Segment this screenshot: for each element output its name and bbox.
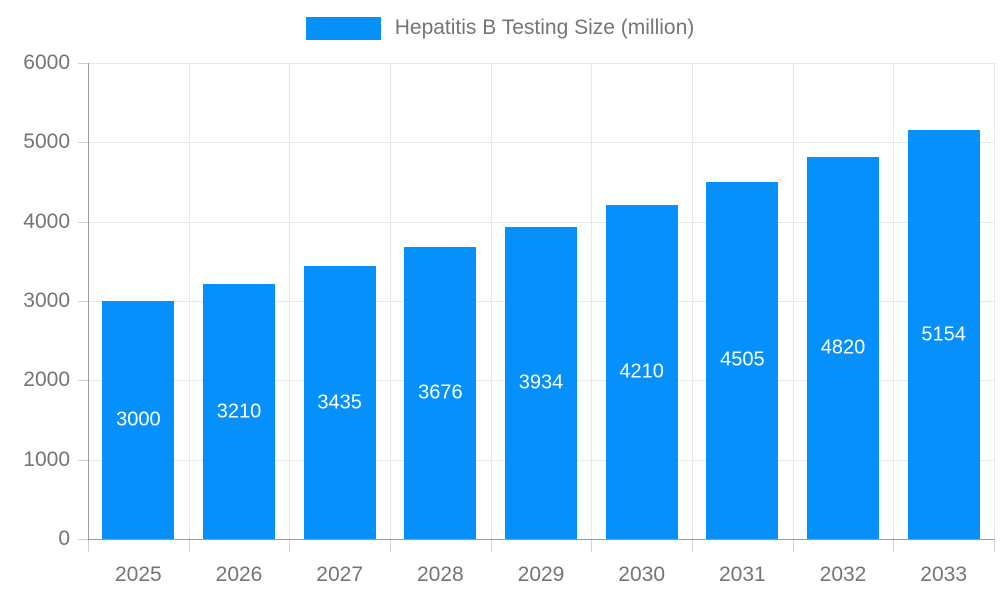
x-axis-tick [289, 539, 291, 552]
bar-2029[interactable] [505, 226, 577, 539]
bar-value-label: 5154 [921, 323, 966, 346]
y-axis-label: 0 [58, 527, 70, 550]
x-axis-tick [88, 539, 89, 552]
h-gridline [88, 142, 994, 144]
x-axis-tick [893, 539, 895, 552]
y-axis-label: 2000 [23, 368, 70, 392]
v-gridline [390, 63, 391, 539]
bar-value-label: 3210 [216, 400, 262, 423]
v-gridline [893, 63, 895, 539]
bar-value-label: 3435 [317, 391, 362, 414]
x-axis-label: 2030 [618, 563, 666, 586]
v-gridline [490, 63, 492, 539]
legend-swatch [305, 16, 381, 40]
y-axis-label: 5000 [23, 130, 70, 154]
y-axis-tick [78, 380, 88, 382]
x-axis-label: 2028 [416, 563, 464, 586]
bar-2032[interactable] [807, 156, 879, 539]
v-gridline [692, 63, 693, 539]
bar-2025[interactable] [102, 301, 175, 539]
x-axis-label: 2025 [114, 563, 162, 586]
y-axis-label: 1000 [23, 447, 70, 471]
bar-2030[interactable] [605, 205, 678, 539]
x-axis-tick [390, 539, 391, 552]
x-axis-label: 2027 [316, 563, 364, 586]
legend-label: Hepatitis B Testing Size (million) [394, 16, 695, 39]
x-axis-label: 2033 [920, 563, 968, 586]
x-axis-label: 2032 [819, 563, 867, 586]
h-gridline [88, 221, 994, 223]
bar-2028[interactable] [404, 247, 477, 539]
x-axis-tick [490, 539, 492, 552]
x-axis-tick [792, 539, 794, 552]
bar-value-label: 4820 [820, 336, 866, 359]
v-gridline [591, 63, 593, 539]
bar-value-label: 3934 [518, 371, 564, 394]
y-axis-tick [78, 459, 88, 461]
x-axis-label: 2026 [215, 563, 263, 586]
x-axis-tick [692, 539, 693, 552]
v-gridline [289, 63, 291, 539]
chart-legend-item[interactable]: Hepatitis B Testing Size (million) [0, 16, 1000, 40]
y-axis-tick [78, 142, 88, 144]
y-axis-label: 6000 [23, 51, 70, 74]
x-axis-label: 2029 [517, 563, 565, 586]
y-axis-tick [78, 221, 88, 223]
v-gridline [994, 63, 995, 539]
bar-2026[interactable] [203, 284, 275, 539]
y-axis-line [88, 63, 89, 539]
v-gridline [792, 63, 794, 539]
y-axis-tick [78, 539, 88, 540]
x-axis-tick [188, 539, 190, 552]
x-axis-tick [994, 539, 995, 552]
bar-2031[interactable] [706, 181, 779, 539]
bar-value-label: 4505 [720, 348, 765, 371]
h-gridline [88, 63, 994, 64]
bar-value-label: 4210 [619, 360, 664, 383]
x-axis-label: 2031 [718, 563, 766, 586]
y-axis-label: 4000 [23, 209, 70, 233]
y-axis-tick [78, 63, 88, 64]
v-gridline [188, 63, 190, 539]
bar-value-label: 3000 [116, 408, 161, 431]
y-axis-tick [78, 301, 88, 302]
x-axis-tick [591, 539, 593, 552]
y-axis-label: 3000 [23, 289, 70, 312]
bar-value-label: 3676 [418, 381, 463, 404]
bar-2033[interactable] [907, 130, 980, 539]
bar-2027[interactable] [303, 266, 376, 539]
x-axis-line [88, 539, 994, 540]
